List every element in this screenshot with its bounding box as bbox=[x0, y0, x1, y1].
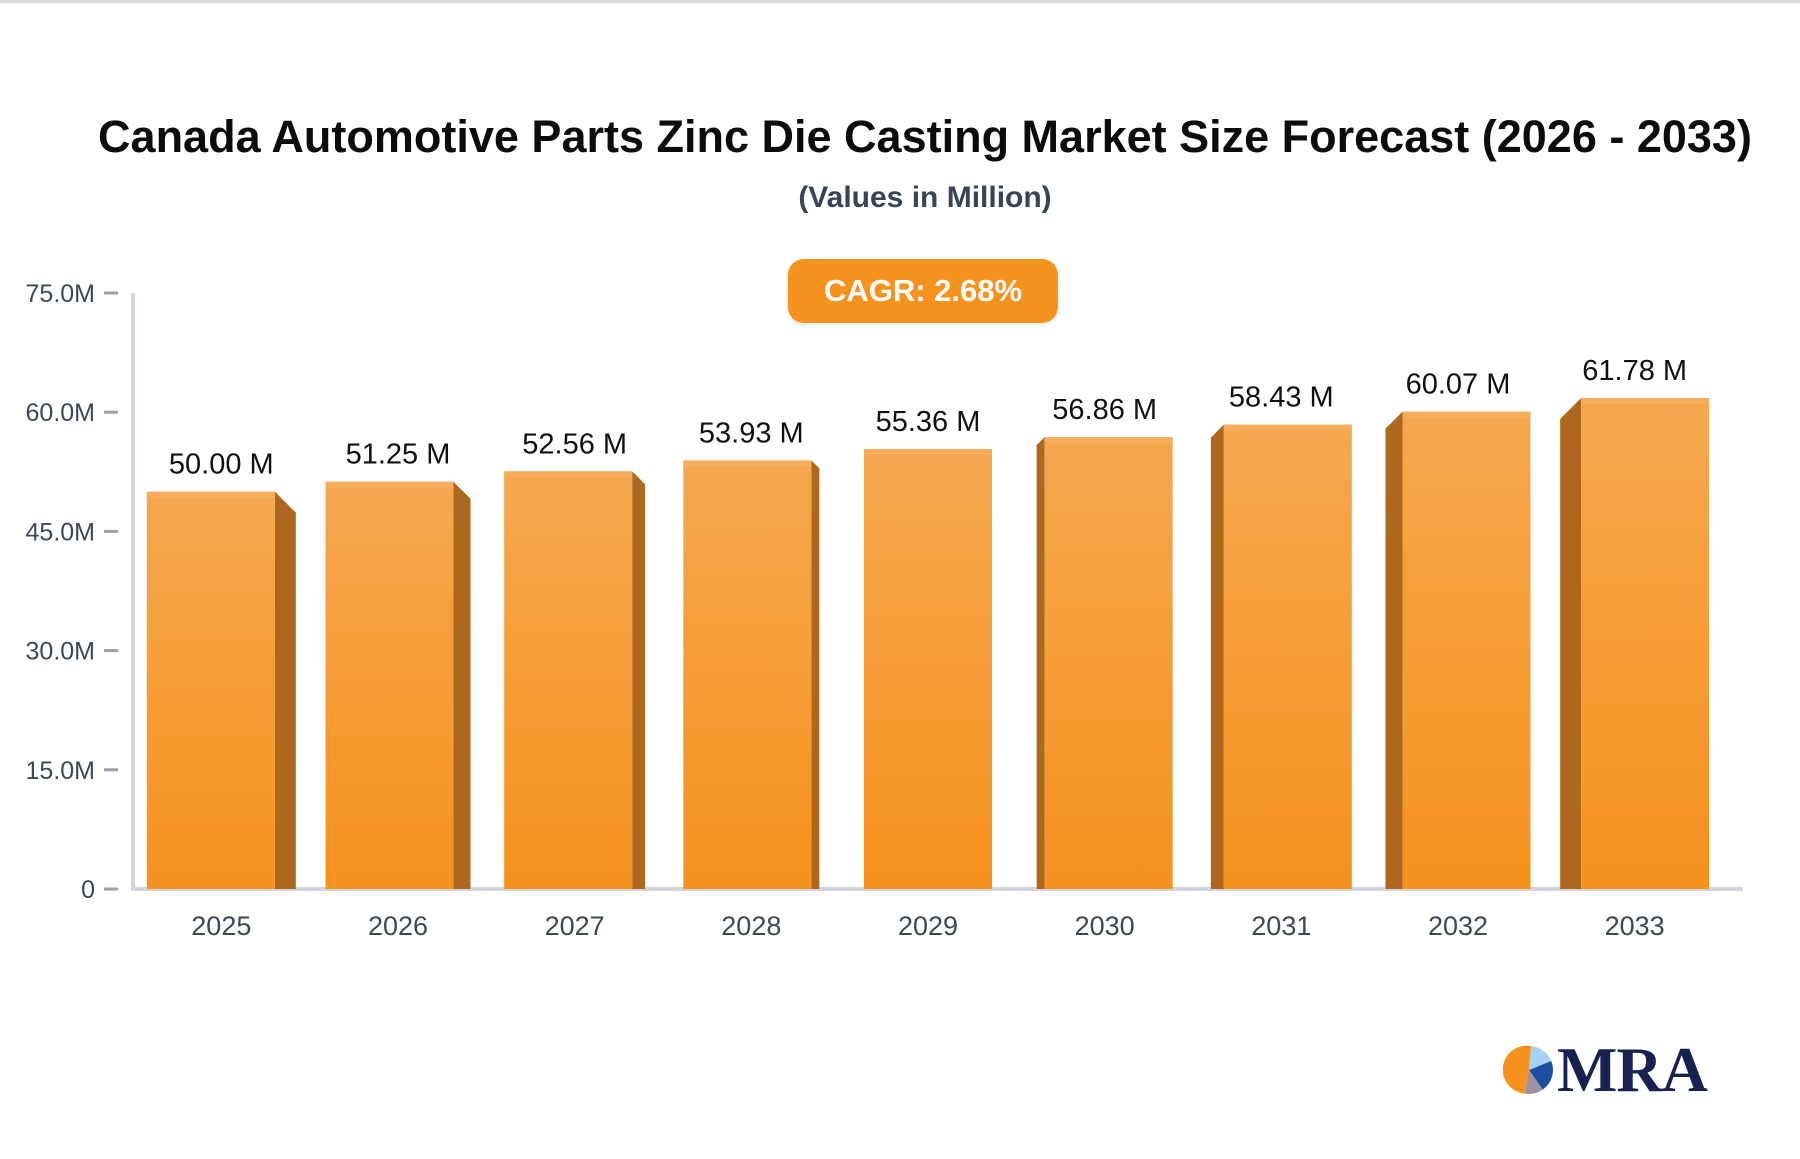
x-axis-tick-label: 2028 bbox=[721, 911, 781, 941]
bar bbox=[146, 491, 275, 889]
bar-side-face bbox=[632, 471, 646, 889]
y-axis-tick-label: 30.0M bbox=[26, 638, 95, 666]
x-axis-tick-label: 2029 bbox=[898, 911, 958, 941]
bar-top-highlight bbox=[1402, 411, 1531, 418]
y-axis-tick bbox=[104, 768, 118, 772]
bar bbox=[504, 471, 633, 889]
bar-top-highlight bbox=[1581, 398, 1710, 405]
bar-value-label: 53.93 M bbox=[699, 417, 804, 449]
bar-top-highlight bbox=[325, 481, 454, 488]
bar-value-label: 51.25 M bbox=[346, 439, 451, 471]
y-axis-tick bbox=[104, 649, 118, 653]
mra-logo-text: MRA bbox=[1557, 1034, 1708, 1105]
chart-subtitle: (Values in Million) bbox=[798, 181, 1052, 214]
bar-top-highlight bbox=[864, 449, 992, 456]
y-axis-tick-label: 75.0M bbox=[26, 280, 95, 308]
bar bbox=[1402, 411, 1531, 889]
bar-side-face bbox=[811, 460, 820, 889]
y-axis-tick-label: 0 bbox=[81, 876, 95, 904]
bar-side-face bbox=[1560, 398, 1582, 889]
x-axis-tick-label: 2026 bbox=[368, 911, 428, 941]
y-axis-tick bbox=[104, 410, 118, 414]
x-axis-tick-label: 2031 bbox=[1251, 911, 1311, 941]
bar-top-highlight bbox=[504, 471, 633, 478]
bar-side-face bbox=[1210, 424, 1224, 889]
bar-side-face bbox=[1385, 411, 1403, 889]
bar-value-label: 61.78 M bbox=[1582, 355, 1687, 387]
bar bbox=[864, 449, 992, 889]
bar-value-label: 52.56 M bbox=[522, 428, 627, 460]
y-axis-tick bbox=[104, 529, 118, 533]
y-axis-line bbox=[131, 293, 135, 889]
bar bbox=[1223, 424, 1352, 889]
y-axis-tick bbox=[104, 291, 118, 295]
bar-value-label: 58.43 M bbox=[1229, 382, 1334, 414]
chart-title: Canada Automotive Parts Zinc Die Casting… bbox=[98, 111, 1752, 162]
mra-logo: MRA bbox=[1503, 1034, 1708, 1105]
bar bbox=[1044, 437, 1173, 889]
bar-side-face bbox=[274, 491, 296, 889]
bar-value-label: 55.36 M bbox=[876, 406, 981, 438]
y-axis-tick-label: 45.0M bbox=[26, 518, 95, 546]
x-axis-tick-label: 2025 bbox=[191, 911, 251, 941]
bar bbox=[683, 460, 812, 889]
x-axis-tick-label: 2027 bbox=[545, 911, 605, 941]
bar-top-highlight bbox=[1044, 437, 1173, 444]
y-axis-tick bbox=[104, 887, 118, 891]
bar-value-label: 60.07 M bbox=[1406, 369, 1511, 401]
y-axis-tick-label: 60.0M bbox=[26, 399, 95, 427]
x-axis-tick-label: 2033 bbox=[1605, 911, 1665, 941]
cagr-badge: CAGR: 2.68% bbox=[787, 259, 1059, 323]
bar bbox=[1581, 398, 1710, 889]
bar-value-label: 50.00 M bbox=[169, 449, 274, 481]
x-axis-tick-label: 2030 bbox=[1075, 911, 1135, 941]
y-axis-tick-label: 15.0M bbox=[26, 757, 95, 785]
bar bbox=[325, 481, 454, 889]
bar-side-face bbox=[1036, 437, 1045, 889]
bar-top-highlight bbox=[1223, 424, 1352, 431]
mra-pie-icon bbox=[1503, 1045, 1553, 1094]
bar-top-highlight bbox=[146, 491, 275, 498]
bar-value-label: 56.86 M bbox=[1052, 394, 1157, 426]
bar-chart: 0 15.0M 30.0M 45.0M 60.0M 75.0M 50.00 M 2025 51.… bbox=[26, 280, 1743, 941]
bar-side-face bbox=[453, 481, 471, 889]
x-axis-tick-label: 2032 bbox=[1428, 911, 1488, 941]
bar-top-highlight bbox=[683, 460, 812, 467]
